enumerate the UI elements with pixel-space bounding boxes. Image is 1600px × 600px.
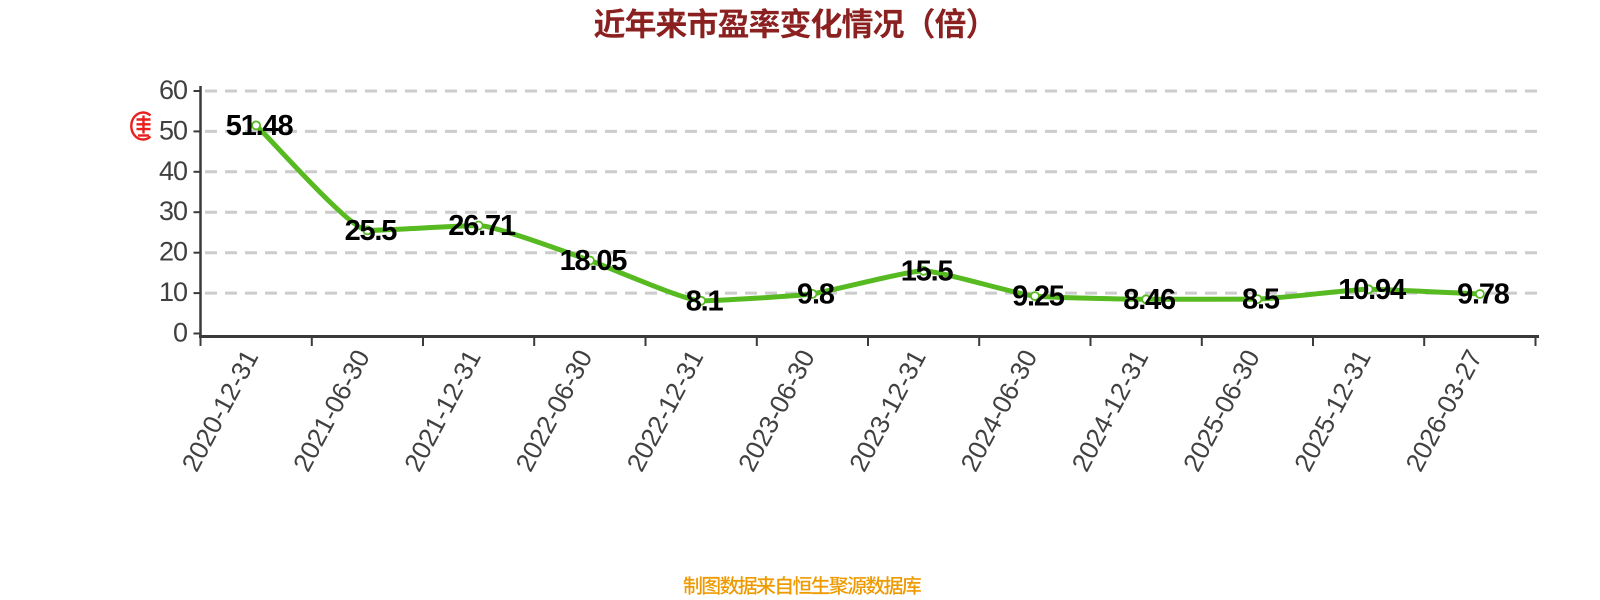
svg-text:40: 40: [159, 156, 187, 186]
svg-text:9.78: 9.78: [1457, 279, 1510, 311]
svg-text:30: 30: [159, 196, 187, 226]
svg-text:10.94: 10.94: [1338, 274, 1406, 306]
svg-text:0: 0: [173, 318, 187, 348]
svg-text:51.48: 51.48: [226, 110, 294, 142]
svg-text:50: 50: [159, 115, 187, 145]
svg-text:9.25: 9.25: [1012, 281, 1065, 313]
svg-text:18.05: 18.05: [560, 245, 628, 277]
svg-text:60: 60: [159, 75, 187, 105]
svg-text:15.5: 15.5: [901, 255, 954, 287]
svg-text:10: 10: [159, 277, 187, 307]
svg-text:8.1: 8.1: [686, 285, 724, 317]
svg-text:25.5: 25.5: [345, 215, 398, 247]
svg-text:26.71: 26.71: [448, 210, 516, 242]
svg-text:8.46: 8.46: [1123, 284, 1176, 316]
svg-text:8.5: 8.5: [1242, 284, 1280, 316]
svg-text:20: 20: [159, 237, 187, 267]
svg-text:9.8: 9.8: [797, 278, 835, 310]
